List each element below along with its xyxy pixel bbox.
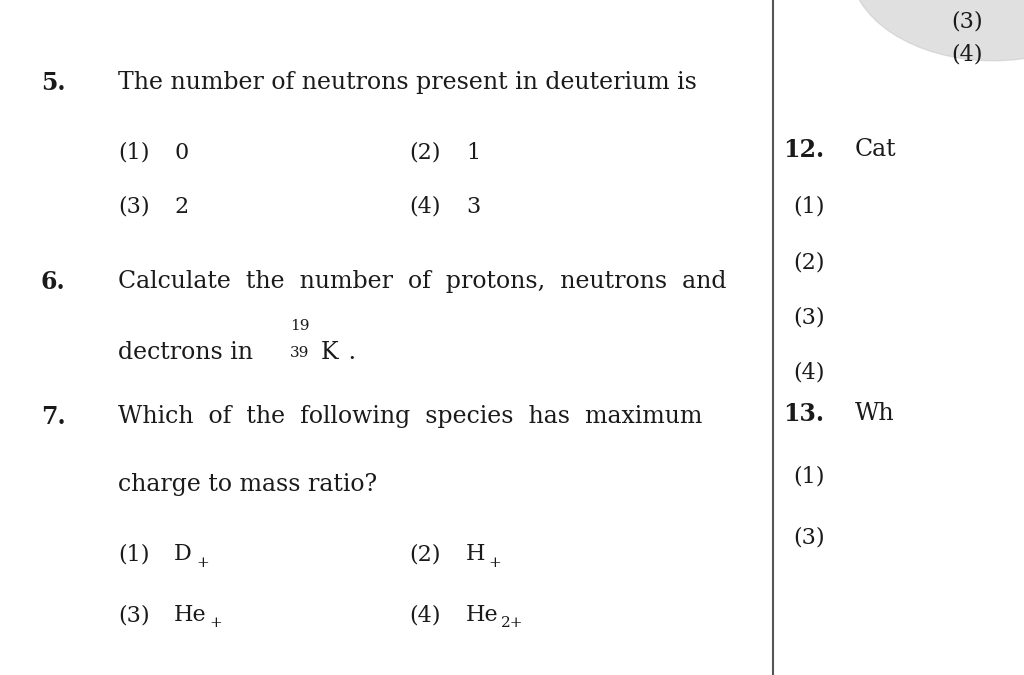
Text: 5.: 5. <box>41 71 66 95</box>
Text: (3): (3) <box>794 306 825 329</box>
Text: Which  of  the  following  species  has  maximum: Which of the following species has maxim… <box>118 405 702 428</box>
Text: (4): (4) <box>794 362 825 384</box>
Text: Calculate  the  number  of  protons,  neutrons  and: Calculate the number of protons, neutron… <box>118 270 726 293</box>
Text: (1): (1) <box>118 142 150 164</box>
Text: Wh: Wh <box>855 402 895 425</box>
Text: (3): (3) <box>118 196 150 218</box>
Text: He: He <box>466 604 499 626</box>
Text: 2+: 2+ <box>501 616 523 630</box>
Text: 19: 19 <box>290 319 309 333</box>
Text: +: + <box>488 556 501 570</box>
Text: 7.: 7. <box>41 405 66 429</box>
Text: (3): (3) <box>951 10 983 32</box>
Text: +: + <box>209 616 221 630</box>
Text: (3): (3) <box>118 604 150 626</box>
Text: 39: 39 <box>290 346 309 360</box>
Text: He: He <box>174 604 207 626</box>
Circle shape <box>850 0 1024 61</box>
Text: Cat: Cat <box>855 138 897 161</box>
Text: (4): (4) <box>951 44 983 66</box>
Text: (2): (2) <box>794 251 825 273</box>
Text: (1): (1) <box>118 543 150 566</box>
Text: 1: 1 <box>466 142 480 164</box>
Text: 0: 0 <box>174 142 188 164</box>
Text: 3: 3 <box>466 196 480 218</box>
Text: (4): (4) <box>410 604 441 626</box>
Text: 12.: 12. <box>783 138 824 163</box>
Text: (4): (4) <box>410 196 441 218</box>
Text: (2): (2) <box>410 543 441 566</box>
Text: 6.: 6. <box>41 270 66 294</box>
Text: K: K <box>321 341 338 364</box>
Text: charge to mass ratio?: charge to mass ratio? <box>118 472 377 495</box>
Text: D: D <box>174 543 191 566</box>
Text: +: + <box>197 556 209 570</box>
Text: dectrons in: dectrons in <box>118 341 260 364</box>
Text: (1): (1) <box>794 466 825 488</box>
Text: 13.: 13. <box>783 402 824 426</box>
Text: (1): (1) <box>794 196 825 218</box>
Text: 2: 2 <box>174 196 188 218</box>
Text: (3): (3) <box>794 526 825 549</box>
Text: H: H <box>466 543 485 566</box>
Text: .: . <box>341 341 356 364</box>
Text: (2): (2) <box>410 142 441 164</box>
Text: The number of neutrons present in deuterium is: The number of neutrons present in deuter… <box>118 71 696 94</box>
